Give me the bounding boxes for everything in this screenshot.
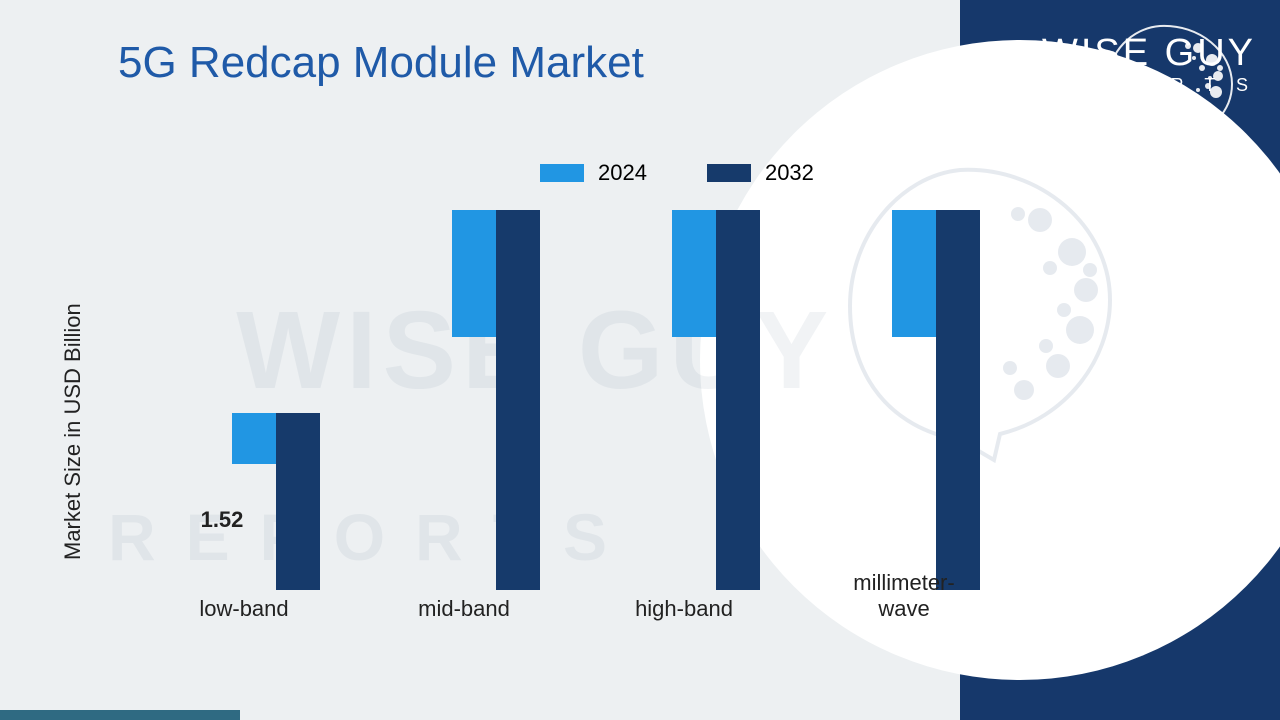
bar [276, 413, 320, 590]
x-category-label: millimeter-wave [853, 570, 954, 622]
bar [672, 210, 716, 337]
x-category-label: low-band [199, 596, 288, 622]
bar-value-label: 1.52 [201, 507, 244, 533]
legend-swatch-2032 [707, 164, 751, 182]
brand-logo: WISE GUY R E P O R T S [1036, 34, 1256, 95]
x-category-label: mid-band [418, 596, 510, 622]
bar [452, 210, 496, 337]
legend-swatch-2024 [540, 164, 584, 182]
bottom-accent-bar [0, 710, 240, 720]
legend: 2024 2032 [540, 160, 814, 186]
brand-line-1: WISE GUY [1036, 34, 1256, 74]
bar [716, 210, 760, 590]
legend-item-2024: 2024 [540, 160, 647, 186]
canvas: WISE GUY R E P O R T S WISE GUY REPORTS … [0, 0, 1280, 720]
bar [936, 210, 980, 590]
legend-label-2024: 2024 [598, 160, 647, 186]
bar-group [861, 210, 1011, 590]
bar-group [641, 210, 791, 590]
bar [496, 210, 540, 590]
bar-group [421, 210, 571, 590]
legend-item-2032: 2032 [707, 160, 814, 186]
brand-line-2: R E P O R T S [1036, 76, 1256, 95]
chart-title: 5G Redcap Module Market [118, 38, 644, 88]
y-axis-label: Market Size in USD Billion [60, 303, 86, 560]
bar [892, 210, 936, 337]
bar-chart: low-band mid-band high-band millimeter-wave… [90, 190, 970, 650]
bar [232, 413, 276, 464]
legend-label-2032: 2032 [765, 160, 814, 186]
x-category-label: high-band [635, 596, 733, 622]
bar-group [201, 413, 351, 590]
